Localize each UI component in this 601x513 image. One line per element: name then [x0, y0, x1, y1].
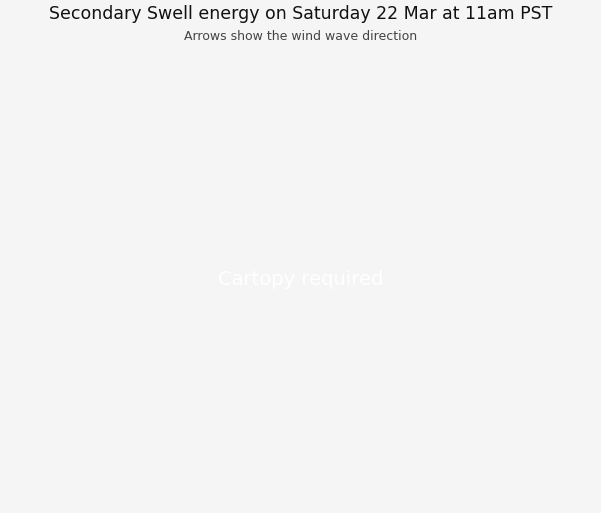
Text: Arrows show the wind wave direction: Arrows show the wind wave direction: [184, 30, 417, 43]
Text: Secondary Swell energy on Saturday 22 Mar at 11am PST: Secondary Swell energy on Saturday 22 Ma…: [49, 5, 552, 23]
Text: Cartopy required: Cartopy required: [218, 270, 383, 289]
